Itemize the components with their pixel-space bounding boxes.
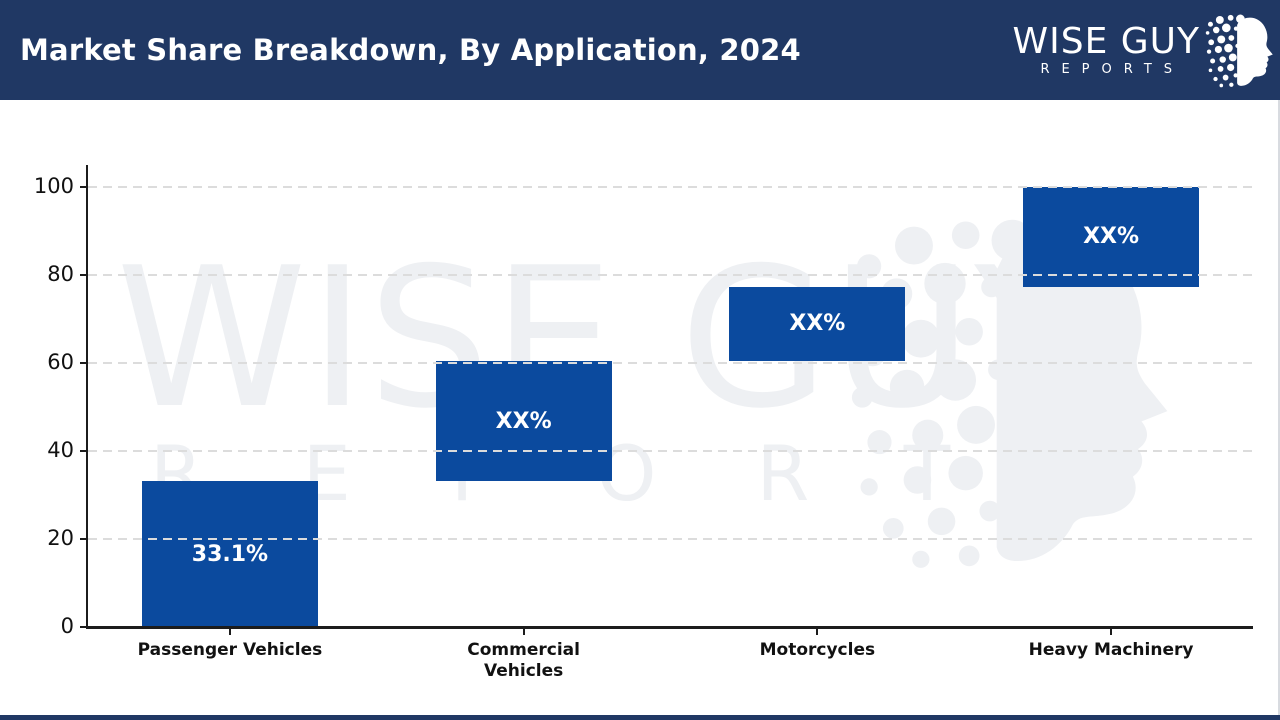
logo-subtext: REPORTS — [1040, 62, 1185, 77]
y-axis-tick-label: 40 — [47, 438, 74, 462]
bar-value-label: 33.1% — [191, 541, 269, 567]
chart-title: Market Share Breakdown, By Application, … — [20, 33, 801, 67]
x-tick-passenger-vehicles — [228, 627, 231, 635]
gridline-100 — [88, 186, 1253, 188]
x-axis-label: Commercial Vehicles — [467, 640, 580, 682]
x-axis-label: Heavy Machinery — [1028, 640, 1194, 660]
y-tick-40 — [80, 450, 88, 452]
y-tick-80 — [80, 274, 88, 276]
bar-commercial-vehicles: XX% — [435, 360, 612, 482]
gridline-80 — [88, 274, 1253, 276]
bar-motorcycles: XX% — [729, 286, 906, 361]
y-axis-tick-label: 100 — [33, 174, 74, 198]
bar-passenger-vehicles: 33.1% — [141, 481, 318, 627]
bar-heavy-machinery: XX% — [1023, 187, 1200, 287]
y-tick-100 — [80, 186, 88, 188]
right-edge-border — [1278, 100, 1280, 720]
bar-value-label: XX% — [1083, 224, 1140, 250]
gridline-40 — [88, 450, 1253, 452]
logo-text: WISE GUY REPORTS — [1012, 21, 1201, 77]
x-axis-label: Motorcycles — [759, 640, 876, 660]
y-axis-tick-label: 20 — [47, 526, 74, 550]
header-bar: Market Share Breakdown, By Application, … — [0, 0, 1280, 100]
y-axis-tick-label: 0 — [60, 614, 74, 638]
brand-logo: WISE GUY REPORTS — [1013, 8, 1277, 92]
bar-value-label: XX% — [789, 311, 846, 337]
logo-wordmark: WISE GUY — [1012, 21, 1200, 62]
x-tick-commercial-vehicles — [522, 627, 525, 635]
x-axis-line — [86, 626, 1253, 629]
y-axis-line — [86, 165, 88, 629]
gridline-20 — [88, 538, 1253, 540]
gridline-60 — [88, 362, 1253, 364]
x-tick-motorcycles — [816, 627, 819, 635]
x-axis-label: Passenger Vehicles — [137, 640, 323, 660]
x-tick-heavy-machinery — [1110, 627, 1113, 635]
logo-head-icon — [1204, 12, 1276, 92]
y-axis-tick-label: 60 — [47, 350, 74, 374]
y-tick-0 — [80, 626, 88, 628]
y-axis-tick-label: 80 — [47, 262, 74, 286]
bar-value-label: XX% — [495, 408, 552, 434]
y-tick-20 — [80, 538, 88, 540]
footer-bar — [0, 715, 1280, 720]
y-tick-60 — [80, 362, 88, 364]
